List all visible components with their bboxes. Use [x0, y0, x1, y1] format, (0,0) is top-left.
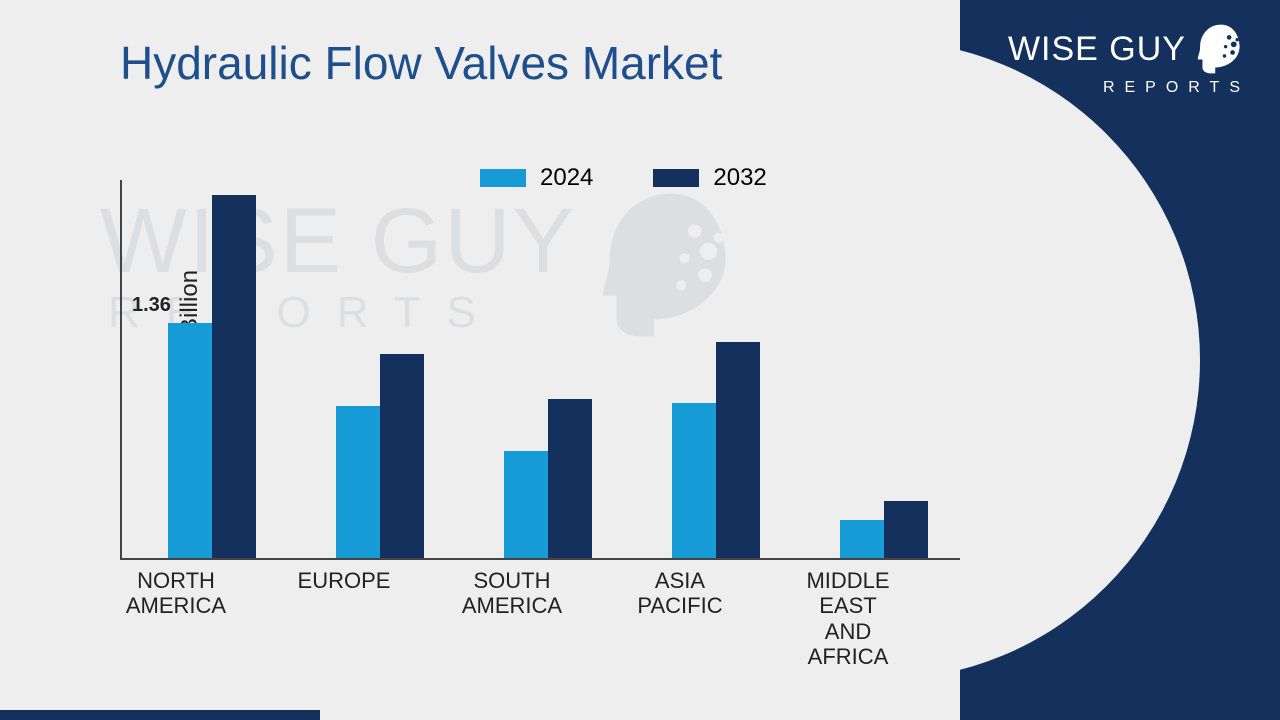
logo-head-icon	[1192, 20, 1250, 78]
category-label: NORTHAMERICA	[96, 568, 256, 619]
chart-area: Market Size in USD Billion 1.36NORTHAMER…	[90, 180, 960, 640]
bar-2024	[840, 520, 884, 558]
bar-group	[804, 501, 964, 558]
category-label: MIDDLEEASTANDAFRICA	[768, 568, 928, 669]
logo-text-top: WISE GUY	[1008, 32, 1186, 66]
bar-group	[468, 399, 628, 558]
legend-label-2024: 2024	[540, 164, 593, 192]
legend-item-2024: 2024	[480, 164, 593, 192]
bottom-accent-bar	[0, 710, 320, 720]
bar-2024	[168, 323, 212, 558]
bar-2032	[548, 399, 592, 558]
bar-group	[636, 342, 796, 558]
legend-item-2032: 2032	[653, 164, 766, 192]
bar-2032	[380, 354, 424, 558]
legend-label-2032: 2032	[713, 164, 766, 192]
bar-2032	[212, 195, 256, 558]
bar-2032	[884, 501, 928, 558]
category-label: SOUTHAMERICA	[432, 568, 592, 619]
bar-2024	[336, 406, 380, 558]
bar-2024	[672, 403, 716, 558]
chart-canvas: WISE GUY REPORTS WISE GUY REPORTS Hydrau…	[0, 0, 1280, 720]
chart-title: Hydraulic Flow Valves Market	[120, 36, 722, 90]
legend: 2024 2032	[480, 164, 767, 192]
bar-group	[300, 354, 460, 558]
logo-text-sub: REPORTS	[1008, 80, 1250, 96]
bar-2024	[504, 451, 548, 558]
bar-value-label: 1.36	[132, 294, 171, 317]
plot-area: 1.36NORTHAMERICAEUROPESOUTHAMERICAASIAPA…	[120, 180, 960, 560]
brand-logo: WISE GUY REPORTS	[1008, 20, 1250, 96]
category-label: ASIAPACIFIC	[600, 568, 760, 619]
legend-swatch-2032	[653, 169, 699, 187]
category-label: EUROPE	[264, 568, 424, 593]
legend-swatch-2024	[480, 169, 526, 187]
bar-2032	[716, 342, 760, 558]
bar-group: 1.36	[132, 195, 292, 558]
